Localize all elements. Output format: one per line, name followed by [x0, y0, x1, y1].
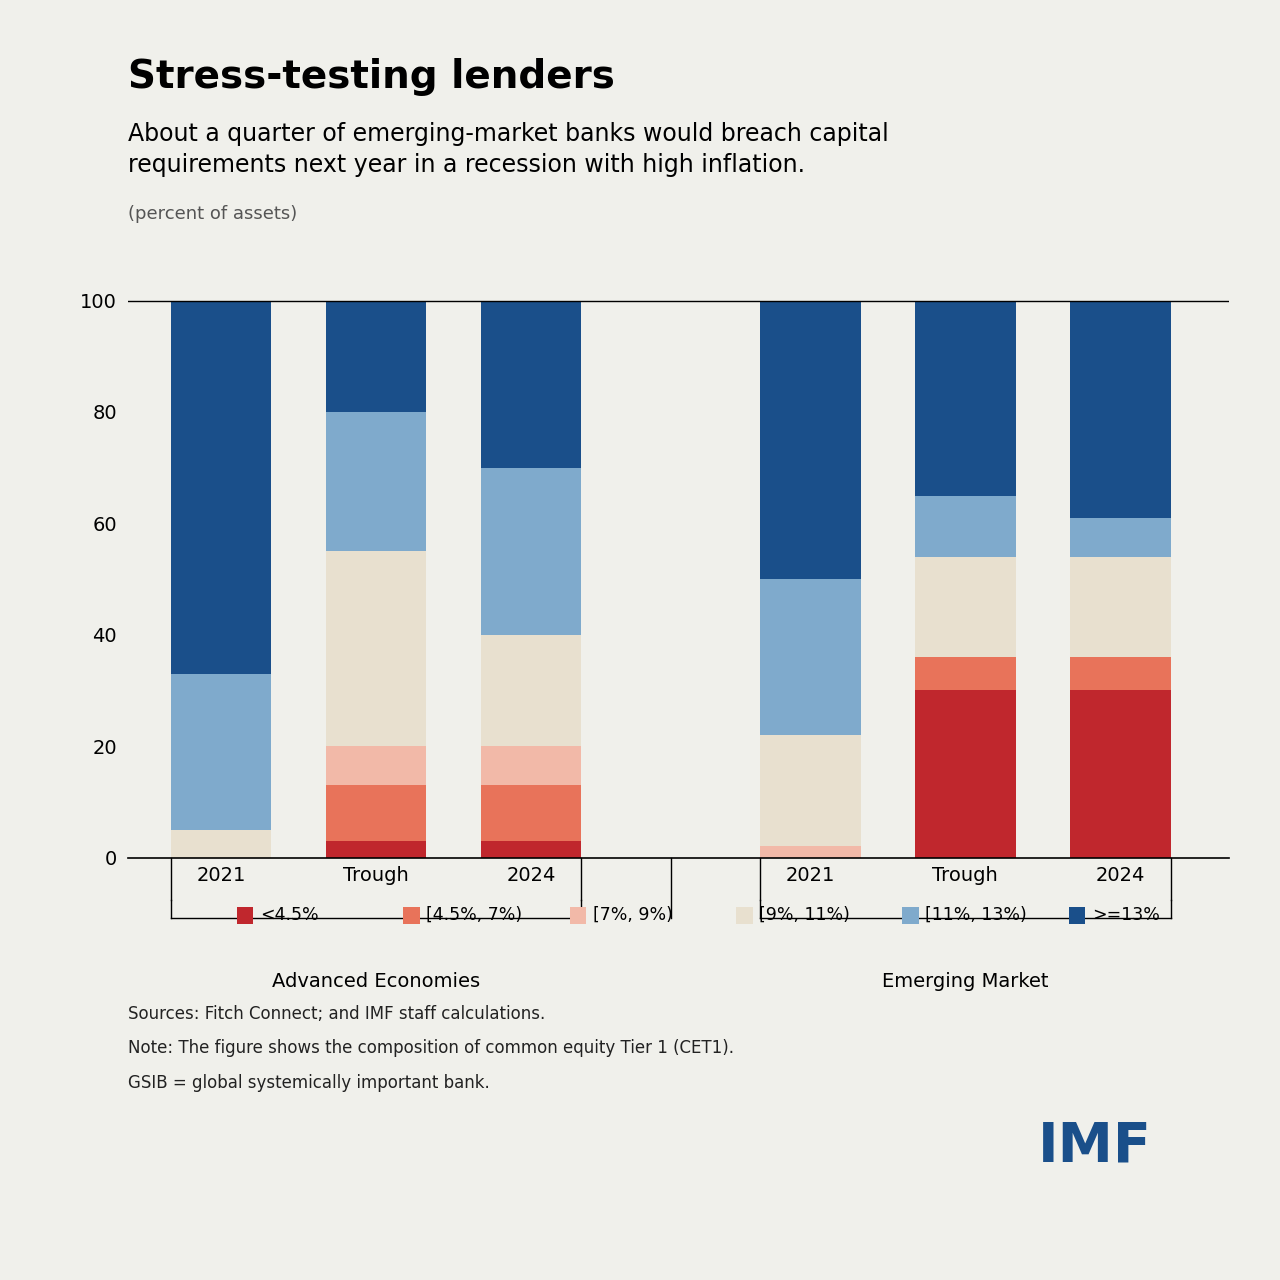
Bar: [1070, 690, 1171, 858]
Bar: [915, 657, 1015, 690]
Text: GSIB = global systemically important bank.: GSIB = global systemically important ban…: [128, 1074, 490, 1092]
Bar: [325, 552, 426, 746]
Text: Sources: Fitch Connect; and IMF staff calculations.: Sources: Fitch Connect; and IMF staff ca…: [128, 1005, 545, 1023]
Text: >=13%: >=13%: [1092, 906, 1160, 924]
Bar: [481, 785, 581, 841]
Text: [9%, 11%): [9%, 11%): [759, 906, 850, 924]
Bar: [481, 467, 581, 635]
Bar: [325, 301, 426, 412]
Text: About a quarter of emerging-market banks would breach capital
requirements next : About a quarter of emerging-market banks…: [128, 122, 888, 177]
Bar: [481, 635, 581, 746]
Bar: [760, 301, 860, 579]
Text: Advanced Economies: Advanced Economies: [273, 972, 480, 991]
Text: Emerging Market: Emerging Market: [882, 972, 1048, 991]
Text: IMF: IMF: [1038, 1120, 1152, 1174]
Bar: [170, 301, 271, 673]
Text: [4.5%, 7%): [4.5%, 7%): [426, 906, 522, 924]
Text: Stress-testing lenders: Stress-testing lenders: [128, 58, 614, 96]
Bar: [325, 785, 426, 841]
Bar: [915, 557, 1015, 657]
Bar: [915, 301, 1015, 495]
Bar: [481, 301, 581, 467]
Bar: [760, 846, 860, 858]
Bar: [170, 673, 271, 829]
Bar: [1070, 301, 1171, 518]
Text: [7%, 9%): [7%, 9%): [593, 906, 672, 924]
Bar: [481, 841, 581, 858]
Bar: [915, 495, 1015, 557]
Bar: [325, 746, 426, 785]
Text: (percent of assets): (percent of assets): [128, 205, 297, 223]
Bar: [325, 841, 426, 858]
Text: <4.5%: <4.5%: [260, 906, 319, 924]
Bar: [915, 690, 1015, 858]
Bar: [760, 579, 860, 735]
Text: Note: The figure shows the composition of common equity Tier 1 (CET1).: Note: The figure shows the composition o…: [128, 1039, 733, 1057]
Bar: [325, 412, 426, 552]
Text: [11%, 13%): [11%, 13%): [925, 906, 1027, 924]
Bar: [760, 735, 860, 846]
Bar: [481, 746, 581, 785]
Bar: [170, 829, 271, 858]
Bar: [1070, 518, 1171, 557]
Bar: [1070, 657, 1171, 690]
Bar: [1070, 557, 1171, 657]
